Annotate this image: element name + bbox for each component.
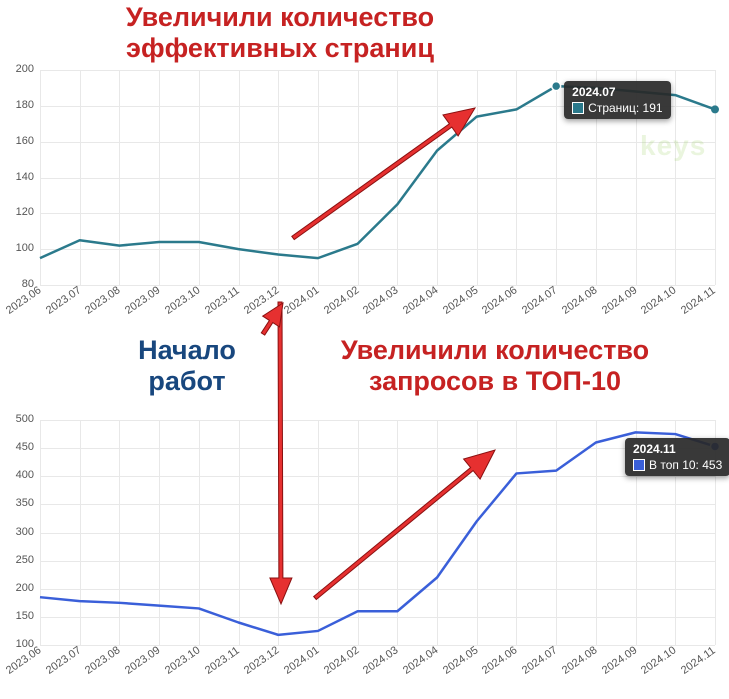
- x-tick-label: 2024.10: [639, 644, 678, 677]
- grid-line: [40, 645, 715, 646]
- y-tick-label: 120: [16, 206, 34, 218]
- y-tick-label: 140: [16, 171, 34, 183]
- x-tick-label: 2023.09: [123, 284, 162, 317]
- x-tick-label: 2024.06: [480, 284, 519, 317]
- x-tick-label: 2024.01: [282, 644, 321, 677]
- tooltip-value: В топ 10: 453: [649, 458, 722, 472]
- x-tick-label: 2024.06: [480, 644, 519, 677]
- x-tick-label: 2024.04: [401, 644, 440, 677]
- y-tick-label: 250: [16, 554, 34, 566]
- x-tick-label: 2024.11: [679, 645, 718, 677]
- x-tick-label: 2024.04: [401, 284, 440, 317]
- x-tick-label: 2024.09: [600, 644, 639, 677]
- y-tick-label: 150: [16, 610, 34, 622]
- chart-top10: 1001502002503003504004505002023.062023.0…: [40, 420, 715, 645]
- annotation-title-top10: Увеличили количество запросов в ТОП-10: [280, 335, 710, 397]
- infographic-root: 801001201401601802002023.062023.072023.0…: [0, 0, 729, 699]
- x-tick-label: 2023.09: [123, 644, 162, 677]
- x-tick-label: 2024.07: [520, 284, 559, 317]
- chart-pages: 801001201401601802002023.062023.072023.0…: [40, 70, 715, 285]
- watermark: keys: [640, 130, 706, 162]
- y-tick-label: 200: [16, 63, 34, 75]
- x-tick-label: 2024.11: [679, 285, 718, 317]
- x-tick-label: 2024.03: [361, 644, 400, 677]
- x-tick-label: 2024.05: [441, 644, 480, 677]
- tooltip-title: 2024.07: [572, 85, 662, 99]
- x-tick-label: 2024.07: [520, 644, 559, 677]
- x-tick-label: 2023.11: [203, 645, 242, 677]
- y-tick-label: 300: [16, 526, 34, 538]
- y-tick-label: 160: [16, 135, 34, 147]
- grid-line: [715, 70, 716, 285]
- y-tick-label: 200: [16, 582, 34, 594]
- x-tick-label: 2024.08: [560, 644, 599, 677]
- x-tick-label: 2023.10: [163, 644, 202, 677]
- x-tick-label: 2023.07: [44, 284, 83, 317]
- x-tick-label: 2024.10: [639, 284, 678, 317]
- legend-swatch: [633, 459, 645, 471]
- chart-tooltip: 2024.07 Страниц: 191: [564, 81, 670, 119]
- x-tick-label: 2023.07: [44, 644, 83, 677]
- x-tick-label: 2024.08: [560, 284, 599, 317]
- x-tick-label: 2024.01: [282, 284, 321, 317]
- annotation-title-pages: Увеличили количество эффективных страниц: [70, 2, 490, 64]
- y-tick-label: 180: [16, 99, 34, 111]
- tooltip-value: Страниц: 191: [588, 101, 662, 115]
- chart-tooltip: 2024.11 В топ 10: 453: [625, 438, 729, 476]
- y-tick-label: 500: [16, 413, 34, 425]
- grid-line: [40, 285, 715, 286]
- x-tick-label: 2024.02: [322, 284, 361, 317]
- x-tick-label: 2024.02: [322, 644, 361, 677]
- tooltip-title: 2024.11: [633, 442, 722, 456]
- x-tick-label: 2024.09: [600, 284, 639, 317]
- y-tick-label: 400: [16, 469, 34, 481]
- y-tick-label: 100: [16, 242, 34, 254]
- x-tick-label: 2023.11: [203, 285, 242, 317]
- chart-line: [40, 420, 715, 645]
- tooltip-row: Страниц: 191: [572, 101, 662, 115]
- y-tick-label: 450: [16, 441, 34, 453]
- y-tick-label: 350: [16, 497, 34, 509]
- x-tick-label: 2023.08: [83, 284, 122, 317]
- x-tick-label: 2024.03: [361, 284, 400, 317]
- x-tick-label: 2023.12: [242, 644, 281, 677]
- legend-swatch: [572, 102, 584, 114]
- x-tick-label: 2023.12: [242, 284, 281, 317]
- x-tick-label: 2023.10: [163, 284, 202, 317]
- x-tick-label: 2023.08: [83, 644, 122, 677]
- tooltip-row: В топ 10: 453: [633, 458, 722, 472]
- x-tick-label: 2024.05: [441, 284, 480, 317]
- annotation-start-label: Начало работ: [92, 335, 282, 397]
